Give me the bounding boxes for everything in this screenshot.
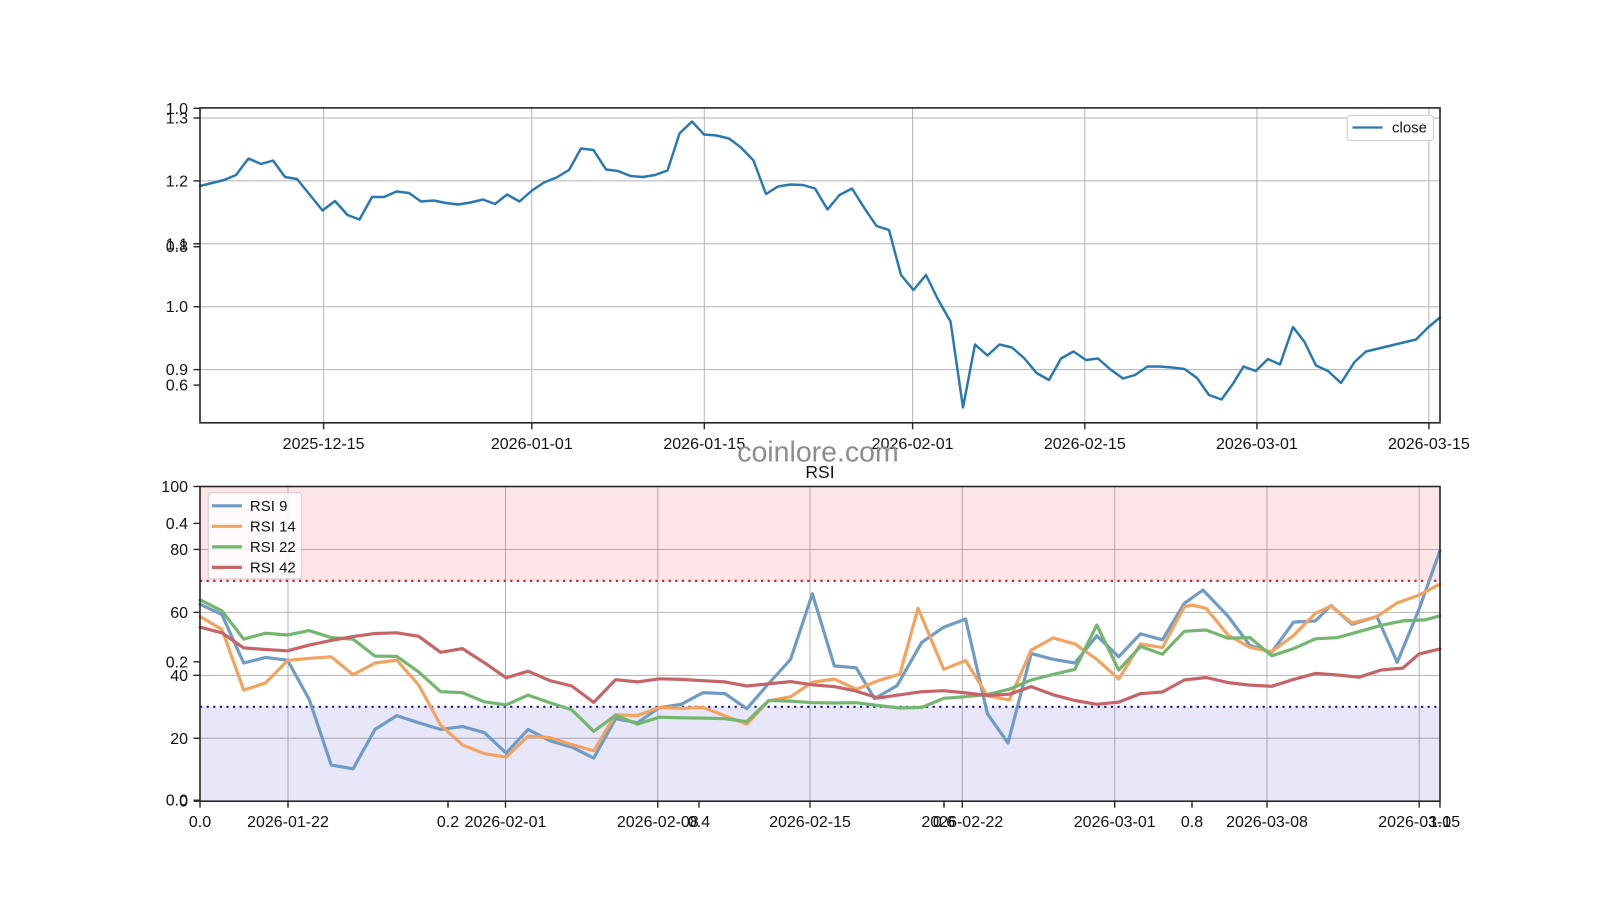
svg-text:1.0: 1.0 [166, 101, 188, 118]
svg-text:1.2: 1.2 [166, 173, 188, 190]
svg-text:2026-01-01: 2026-01-01 [491, 436, 573, 453]
svg-text:100: 100 [161, 479, 188, 496]
svg-text:2026-03-15: 2026-03-15 [1378, 814, 1460, 831]
svg-text:2026-01-15: 2026-01-15 [663, 436, 745, 453]
svg-text:2026-03-08: 2026-03-08 [1226, 814, 1308, 831]
svg-text:0.0: 0.0 [166, 793, 188, 810]
svg-text:80: 80 [170, 542, 188, 559]
svg-text:coinlore.com: coinlore.com [737, 437, 899, 469]
svg-text:0.2: 0.2 [437, 814, 459, 831]
svg-text:RSI 14: RSI 14 [250, 519, 296, 536]
svg-text:1.0: 1.0 [1429, 814, 1451, 831]
svg-text:0: 0 [179, 794, 188, 811]
svg-text:RSI: RSI [805, 462, 834, 482]
svg-text:close: close [1392, 120, 1427, 137]
svg-text:0.4: 0.4 [688, 814, 710, 831]
svg-text:2026-02-01: 2026-02-01 [872, 436, 954, 453]
svg-text:20: 20 [170, 731, 188, 748]
svg-text:2025-12-15: 2025-12-15 [283, 436, 365, 453]
svg-text:2026-02-22: 2026-02-22 [921, 814, 1003, 831]
svg-text:0.2: 0.2 [166, 654, 188, 671]
svg-text:1.0: 1.0 [166, 299, 188, 316]
svg-text:2026-02-01: 2026-02-01 [465, 814, 547, 831]
svg-text:2026-03-15: 2026-03-15 [1388, 436, 1470, 453]
svg-text:2026-03-01: 2026-03-01 [1216, 436, 1298, 453]
svg-text:RSI 42: RSI 42 [250, 560, 296, 577]
svg-text:RSI 9: RSI 9 [250, 498, 288, 515]
svg-text:0.0: 0.0 [189, 814, 211, 831]
svg-text:0.8: 0.8 [166, 239, 188, 256]
svg-text:RSI 22: RSI 22 [250, 539, 296, 556]
svg-text:60: 60 [170, 605, 188, 622]
svg-text:0.4: 0.4 [166, 516, 188, 533]
svg-text:1.1: 1.1 [166, 236, 188, 253]
svg-text:0.6: 0.6 [166, 378, 188, 395]
svg-text:40: 40 [170, 668, 188, 685]
svg-text:2026-02-15: 2026-02-15 [1044, 436, 1126, 453]
svg-text:2026-01-22: 2026-01-22 [247, 814, 329, 831]
svg-text:2026-02-15: 2026-02-15 [769, 814, 851, 831]
svg-text:2026-02-08: 2026-02-08 [617, 814, 699, 831]
svg-text:0.6: 0.6 [933, 814, 955, 831]
svg-text:0.9: 0.9 [166, 362, 188, 379]
svg-text:2026-03-01: 2026-03-01 [1074, 814, 1156, 831]
svg-text:0.8: 0.8 [1181, 814, 1203, 831]
svg-text:1.3: 1.3 [166, 111, 188, 128]
